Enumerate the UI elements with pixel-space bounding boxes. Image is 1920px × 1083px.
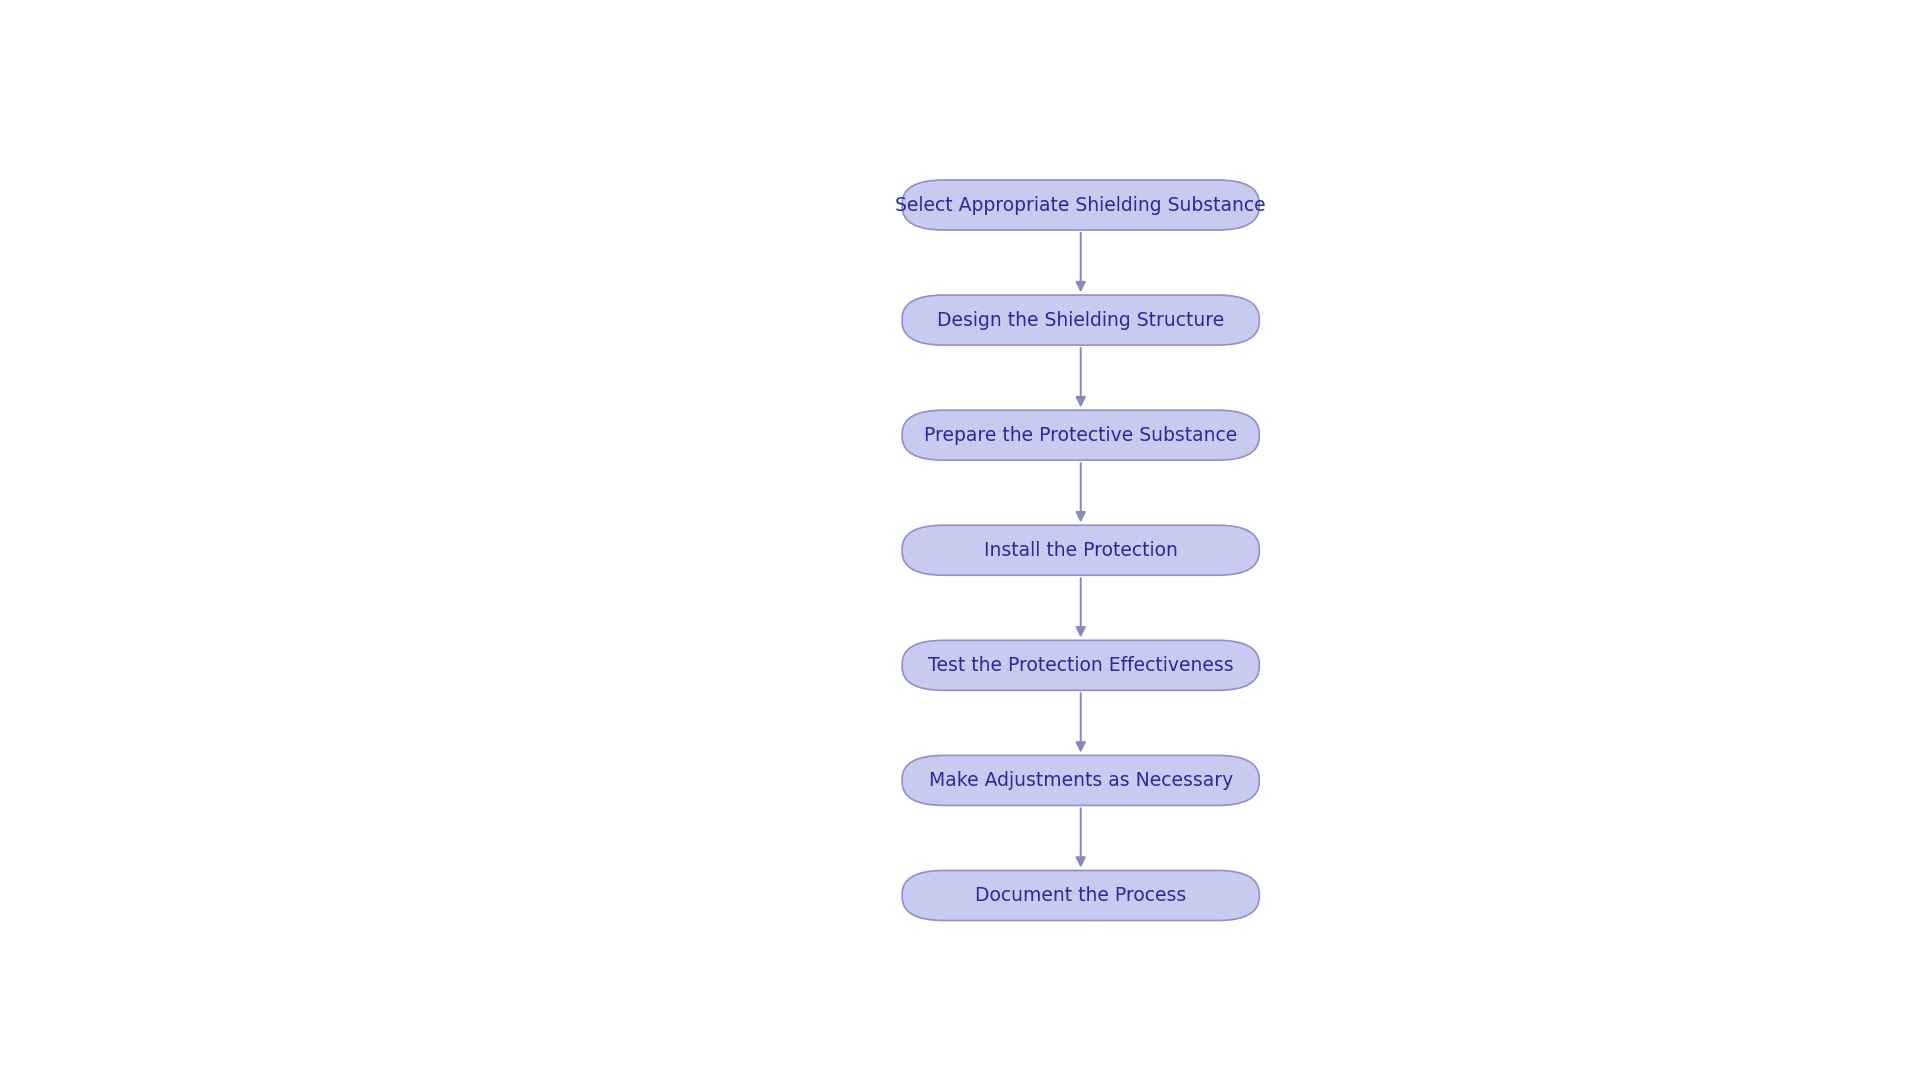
FancyBboxPatch shape	[902, 295, 1260, 345]
FancyBboxPatch shape	[902, 180, 1260, 230]
Text: Make Adjustments as Necessary: Make Adjustments as Necessary	[929, 771, 1233, 790]
Text: Select Appropriate Shielding Substance: Select Appropriate Shielding Substance	[895, 196, 1265, 214]
FancyBboxPatch shape	[902, 871, 1260, 921]
FancyBboxPatch shape	[902, 640, 1260, 690]
FancyBboxPatch shape	[902, 410, 1260, 460]
Text: Test the Protection Effectiveness: Test the Protection Effectiveness	[927, 656, 1233, 675]
Text: Prepare the Protective Substance: Prepare the Protective Substance	[924, 426, 1236, 445]
Text: Install the Protection: Install the Protection	[983, 540, 1177, 560]
FancyBboxPatch shape	[902, 756, 1260, 806]
Text: Document the Process: Document the Process	[975, 886, 1187, 905]
FancyBboxPatch shape	[902, 525, 1260, 575]
Text: Design the Shielding Structure: Design the Shielding Structure	[937, 311, 1225, 329]
